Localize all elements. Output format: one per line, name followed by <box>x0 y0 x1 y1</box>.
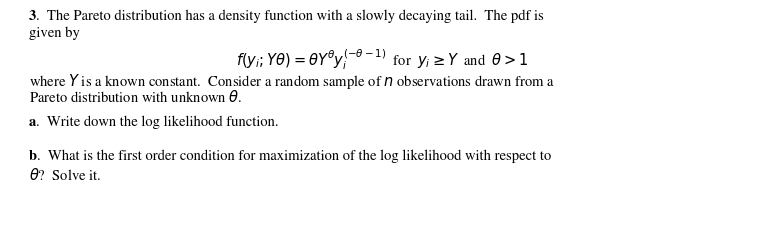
Text: a: a <box>29 115 36 129</box>
Text: .  What is the first order condition for maximization of the log likelihood with: . What is the first order condition for … <box>37 149 552 163</box>
Text: .  Write down the log likelihood function.: . Write down the log likelihood function… <box>36 115 278 129</box>
Text: where $Y$ is a known constant.  Consider a random sample of $n$ observations dra: where $Y$ is a known constant. Consider … <box>29 72 555 91</box>
Text: Pareto distribution with unknown $\theta$.: Pareto distribution with unknown $\theta… <box>29 89 243 105</box>
Text: $f(y_i; Y\theta) = \theta Y^{\theta} y_i^{(-\theta-1)}$  for  $y_i \geq Y$  and : $f(y_i; Y\theta) = \theta Y^{\theta} y_i… <box>236 47 529 71</box>
Text: .  The Pareto distribution has a density function with a slowly decaying tail.  : . The Pareto distribution has a density … <box>36 10 544 23</box>
Text: $\theta$?  Solve it.: $\theta$? Solve it. <box>29 166 102 182</box>
Text: b: b <box>29 149 37 162</box>
Text: 3: 3 <box>29 10 36 23</box>
Text: given by: given by <box>29 27 80 40</box>
